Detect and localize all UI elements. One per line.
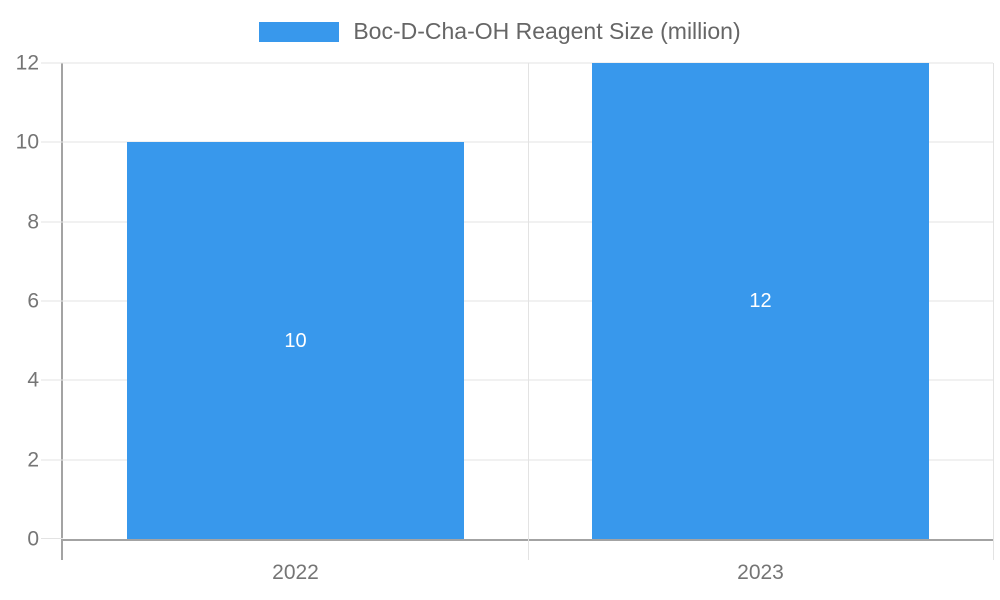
y-axis-tick-label: 6 [27, 289, 39, 313]
y-gridline [41, 459, 993, 461]
y-gridline [41, 379, 993, 381]
x-axis-tick-label: 2022 [272, 561, 319, 584]
legend-swatch-icon [259, 21, 340, 42]
y-gridline [41, 221, 993, 223]
y-axis-tick-label: 2 [27, 448, 39, 472]
x-gridline [528, 63, 529, 560]
y-gridline [41, 141, 993, 143]
bar-value-label: 12 [749, 290, 772, 312]
x-axis-tick-label: 2023 [737, 561, 784, 584]
y-axis-tick-label: 4 [27, 368, 39, 392]
y-axis-tick-label: 12 [15, 51, 39, 75]
x-axis-origin-tick [61, 539, 63, 560]
legend[interactable]: Boc-D-Cha-OH Reagent Size (million) [0, 18, 1000, 45]
legend-label: Boc-D-Cha-OH Reagent Size (million) [353, 18, 741, 44]
y-axis-tick-label: 10 [15, 130, 39, 154]
x-gridline [993, 63, 994, 560]
y-axis-tick-label: 8 [27, 210, 39, 234]
bar-value-label: 10 [284, 329, 307, 352]
y-gridline [41, 62, 993, 64]
y-gridline [41, 300, 993, 302]
bar-2022[interactable]: 10 [126, 142, 465, 539]
y-tick [41, 538, 63, 539]
y-axis-tick-label: 0 [27, 527, 39, 551]
bar-2023[interactable]: 12 [591, 63, 930, 539]
plot-area: 0 2 4 6 8 10 12 10 2022 12 2023 [16, 53, 994, 583]
